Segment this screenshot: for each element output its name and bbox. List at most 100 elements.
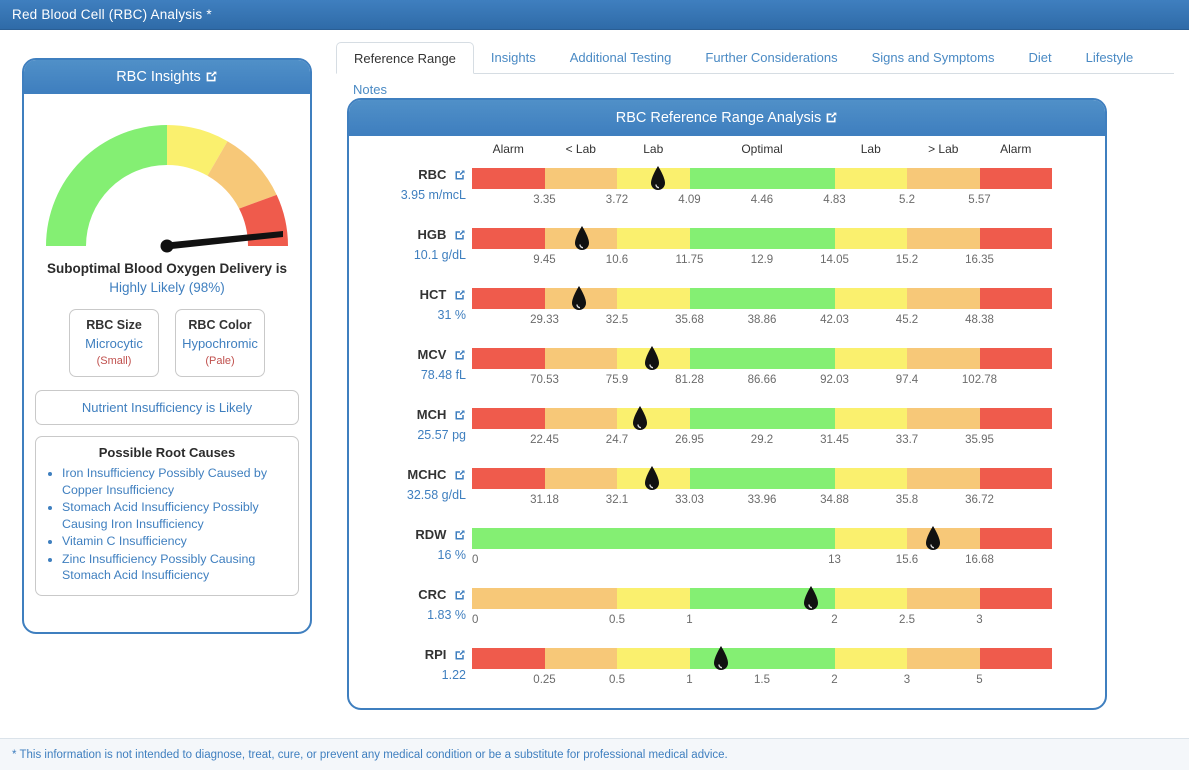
range-column-header: Lab bbox=[643, 142, 664, 156]
list-item[interactable]: Vitamin C Insufficiency bbox=[62, 533, 288, 550]
tick-label: 14.05 bbox=[820, 254, 849, 266]
range-column-header: Optimal bbox=[741, 142, 783, 156]
list-item[interactable]: Iron Insufficiency Possibly Caused by Co… bbox=[62, 465, 288, 498]
range-segment-green bbox=[762, 168, 835, 189]
window-title: Red Blood Cell (RBC) Analysis * bbox=[12, 7, 212, 22]
external-link-icon[interactable] bbox=[454, 528, 466, 545]
tab-further-considerations[interactable]: Further Considerations bbox=[705, 50, 838, 65]
marker-name: MCHC bbox=[407, 467, 450, 482]
marker-name: RBC bbox=[418, 167, 450, 182]
value-drop-marker[interactable] bbox=[573, 225, 591, 252]
tab-notes[interactable]: Notes bbox=[353, 82, 387, 97]
rbc-color-note: (Pale) bbox=[205, 355, 235, 367]
range-segment-green bbox=[762, 588, 835, 609]
rbc-insights-header-label: RBC Insights bbox=[116, 69, 201, 85]
tick-label: 0.5 bbox=[609, 674, 625, 686]
value-drop-marker[interactable] bbox=[924, 525, 942, 552]
range-ticks: 70.53 75.9 81.28 86.66 92.03 97.4 102.78 bbox=[472, 374, 1052, 390]
range-segment-orange bbox=[907, 168, 980, 189]
range-segment-red bbox=[979, 168, 1052, 189]
value-drop-marker[interactable] bbox=[643, 465, 661, 492]
rbc-attributes-row: RBC Size Microcytic (Small) RBC Color Hy… bbox=[35, 309, 299, 377]
tick-label: 33.03 bbox=[675, 494, 704, 506]
marker-value: 3.95 m/mcL bbox=[400, 188, 466, 202]
tab-diet[interactable]: Diet bbox=[1028, 50, 1052, 65]
tab-reference-range[interactable]: Reference Range bbox=[336, 42, 474, 74]
tab-additional-testing[interactable]: Additional Testing bbox=[569, 50, 672, 65]
external-link-icon[interactable] bbox=[454, 588, 466, 605]
external-link-icon[interactable] bbox=[825, 102, 838, 138]
range-segment-green bbox=[762, 288, 835, 309]
rbc-color-box[interactable]: RBC Color Hypochromic (Pale) bbox=[175, 309, 265, 377]
range-ticks: 0 13 15.6 16.68 bbox=[472, 554, 1052, 570]
range-segment-green bbox=[762, 348, 835, 369]
tick-label: 5.57 bbox=[968, 194, 991, 206]
tick-label: 42.03 bbox=[820, 314, 849, 326]
external-link-icon[interactable] bbox=[454, 348, 466, 365]
tick-label: 31.45 bbox=[820, 434, 849, 446]
tick-label: 29.2 bbox=[750, 434, 774, 446]
range-segment-yellow bbox=[834, 168, 907, 189]
external-link-icon[interactable] bbox=[205, 62, 218, 96]
table-row: RDW 16 % 0 13 15.6 16.68 bbox=[349, 522, 1105, 582]
range-segment-orange bbox=[544, 468, 617, 489]
value-drop-marker[interactable] bbox=[802, 585, 820, 612]
range-bar bbox=[472, 225, 1052, 252]
range-segment-green bbox=[689, 588, 762, 609]
value-drop-marker[interactable] bbox=[631, 405, 649, 432]
tick-label: 4.46 bbox=[750, 194, 774, 206]
list-item[interactable]: Stomach Acid Insufficiency Possibly Caus… bbox=[62, 499, 288, 532]
row-label-mchc: MCHC 32.58 g/dL bbox=[349, 466, 466, 504]
rbc-insights-panel: RBC Insights Suboptima bbox=[22, 58, 312, 634]
external-link-icon[interactable] bbox=[454, 228, 466, 245]
tab-insights[interactable]: Insights bbox=[490, 50, 536, 65]
range-bar bbox=[472, 405, 1052, 432]
tick-label: 75.9 bbox=[605, 374, 629, 386]
tick-label: 1.5 bbox=[754, 674, 770, 686]
nutrient-insufficiency-box[interactable]: Nutrient Insufficiency is Likely bbox=[35, 390, 299, 425]
table-row: HCT 31 % 29.33 32.5 35.68 38.86 42.03 45.2 48.3… bbox=[349, 282, 1105, 342]
range-segment-green bbox=[762, 648, 835, 669]
tick-label: 13 bbox=[828, 554, 841, 566]
range-bar bbox=[472, 525, 1052, 552]
range-segment-red bbox=[472, 468, 545, 489]
value-drop-marker[interactable] bbox=[712, 645, 730, 672]
tick-label: 9.45 bbox=[533, 254, 556, 266]
tick-label: 3 bbox=[976, 614, 983, 626]
value-drop-marker[interactable] bbox=[570, 285, 588, 312]
rbc-size-note: (Small) bbox=[96, 355, 132, 367]
tick-label: 48.38 bbox=[965, 314, 994, 326]
external-link-icon[interactable] bbox=[454, 408, 466, 425]
external-link-icon[interactable] bbox=[454, 648, 466, 665]
row-label-mcv: MCV 78.48 fL bbox=[349, 346, 467, 384]
tick-label: 32.1 bbox=[605, 494, 629, 506]
range-segment-green bbox=[762, 468, 835, 489]
external-link-icon[interactable] bbox=[454, 168, 466, 185]
tick-label: 35.8 bbox=[895, 494, 919, 506]
tab-signs-and-symptoms[interactable]: Signs and Symptoms bbox=[871, 50, 995, 65]
tick-label: 29.33 bbox=[530, 314, 559, 326]
root-causes-list: Iron Insufficiency Possibly Caused by Co… bbox=[46, 465, 288, 584]
range-ticks: 9.45 10.6 11.75 12.9 14.05 15.2 16.35 bbox=[472, 254, 1052, 270]
row-label-rbc: RBC 3.95 m/mcL bbox=[349, 166, 466, 204]
value-drop-marker[interactable] bbox=[649, 165, 667, 192]
tick-label: 2 bbox=[831, 614, 838, 626]
range-segment-green bbox=[762, 408, 835, 429]
tick-label: 22.45 bbox=[530, 434, 559, 446]
disclaimer-text: * This information is not intended to di… bbox=[12, 749, 728, 761]
marker-value: 1.22 bbox=[441, 668, 466, 682]
list-item[interactable]: Zinc Insufficiency Possibly Causing Stom… bbox=[62, 551, 288, 584]
rbc-size-box[interactable]: RBC Size Microcytic (Small) bbox=[69, 309, 159, 377]
row-label-rdw: RDW 16 % bbox=[349, 526, 466, 564]
range-segment-yellow bbox=[617, 588, 690, 609]
external-link-icon[interactable] bbox=[454, 288, 466, 305]
range-segment-orange bbox=[907, 648, 980, 669]
row-label-crc: CRC 1.83 % bbox=[349, 586, 466, 624]
range-segment-orange bbox=[544, 348, 617, 369]
external-link-icon[interactable] bbox=[454, 468, 466, 485]
range-ticks: 31.18 32.1 33.03 33.96 34.88 35.8 36.72 bbox=[472, 494, 1052, 510]
range-segment-yellow bbox=[834, 528, 907, 549]
range-segment-orange bbox=[907, 528, 980, 549]
value-drop-marker[interactable] bbox=[643, 345, 661, 372]
tab-lifestyle[interactable]: Lifestyle bbox=[1085, 50, 1134, 65]
